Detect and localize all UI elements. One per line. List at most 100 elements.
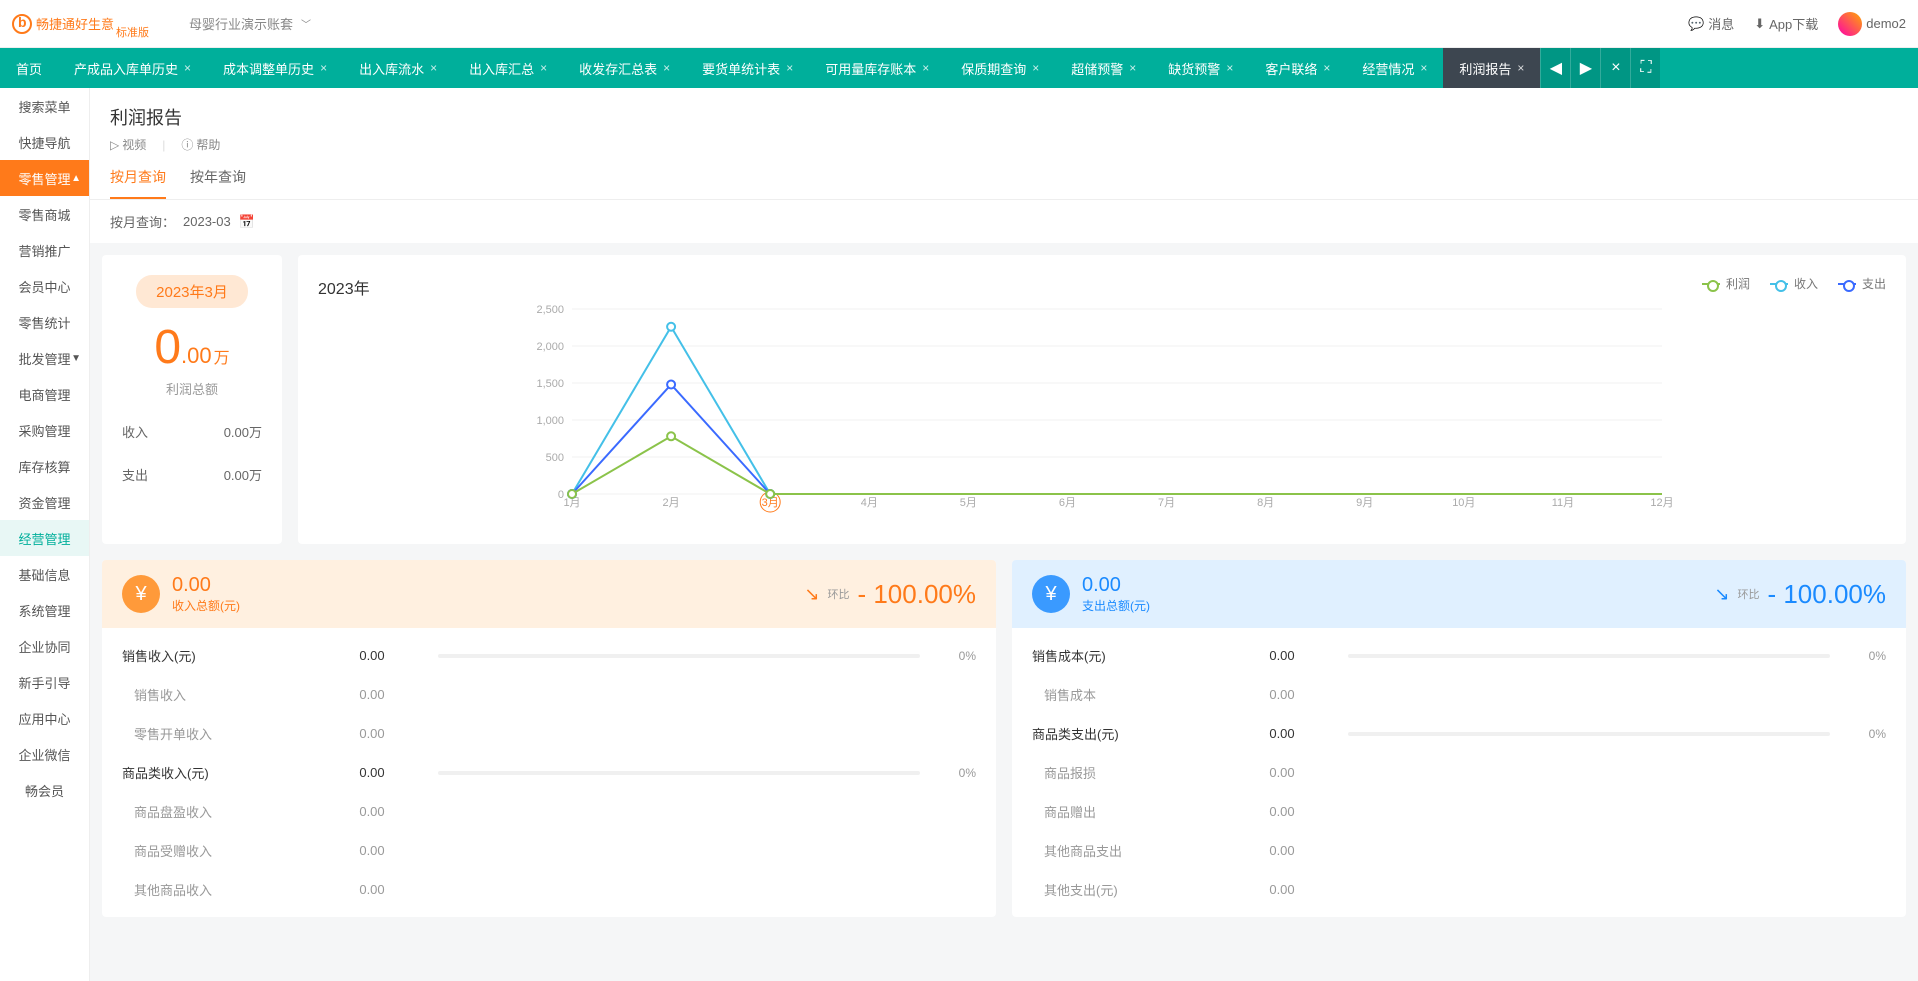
sidebar-item[interactable]: 新手引导 — [0, 664, 89, 700]
coins-minus-icon: ¥ — [1032, 575, 1070, 613]
tab-item[interactable]: 首页 — [0, 48, 58, 88]
close-icon[interactable]: × — [922, 61, 929, 75]
play-icon: ▷ — [110, 138, 119, 152]
sidebar-item[interactable]: 零售统计 — [0, 304, 89, 340]
table-row: 其他支出(元)0.00 — [1012, 870, 1906, 909]
sidebar-item[interactable]: 应用中心 — [0, 700, 89, 736]
sidebar-item[interactable]: 电商管理 — [0, 376, 89, 412]
tab-item[interactable]: 出入库汇总× — [453, 48, 563, 88]
messages-button[interactable]: 💬 消息 — [1688, 14, 1734, 33]
logo[interactable]: 畅捷通好生意 标准版 — [12, 8, 149, 40]
main-content: 利润报告 ▷视频 | ⓘ帮助 按月查询 按年查询 按月查询： 2023-03 📅… — [90, 88, 1918, 981]
sidebar-item[interactable]: 企业微信 — [0, 736, 89, 772]
close-icon[interactable]: × — [320, 61, 327, 75]
table-row: 销售成本0.00 — [1012, 675, 1906, 714]
svg-text:7月: 7月 — [1158, 497, 1175, 509]
sidebar-item[interactable]: 资金管理 — [0, 484, 89, 520]
sidebar-item[interactable]: 企业协同 — [0, 628, 89, 664]
tab-control[interactable]: × — [1600, 48, 1630, 88]
table-row: 其他商品支出0.00 — [1012, 831, 1906, 870]
tab-item[interactable]: 利润报告× — [1443, 48, 1540, 88]
sidebar-item[interactable]: 系统管理 — [0, 592, 89, 628]
tab-control[interactable]: ⛶ — [1630, 48, 1660, 88]
logo-sub: 标准版 — [116, 24, 149, 40]
close-icon[interactable]: × — [1517, 61, 1524, 75]
tab-item[interactable]: 要货单统计表× — [686, 48, 809, 88]
chevron-down-icon: ﹀ — [301, 16, 311, 31]
svg-text:8月: 8月 — [1257, 497, 1274, 509]
close-icon[interactable]: × — [430, 61, 437, 75]
table-row: 商品赠出0.00 — [1012, 792, 1906, 831]
avatar — [1838, 12, 1862, 36]
sidebar-item[interactable]: 营销推广 — [0, 232, 89, 268]
close-icon[interactable]: × — [184, 61, 191, 75]
tab-item[interactable]: 保质期查询× — [945, 48, 1055, 88]
legend-profit[interactable]: 利润 — [1702, 275, 1750, 292]
tab-control[interactable]: ▶ — [1570, 48, 1600, 88]
sidebar-item[interactable]: 库存核算 — [0, 448, 89, 484]
tab-item[interactable]: 收发存汇总表× — [563, 48, 686, 88]
tab-year-query[interactable]: 按年查询 — [190, 167, 246, 199]
sidebar-item[interactable]: 快捷导航 — [0, 124, 89, 160]
progress-bar — [438, 654, 920, 658]
calendar-icon[interactable]: 📅 — [239, 214, 255, 230]
filter-value[interactable]: 2023-03 — [183, 214, 231, 229]
tab-item[interactable]: 产成品入库单历史× — [58, 48, 207, 88]
tab-item[interactable]: 缺货预警× — [1152, 48, 1249, 88]
legend-expense[interactable]: 支出 — [1838, 275, 1886, 292]
progress-bar — [1348, 654, 1830, 658]
svg-text:2,500: 2,500 — [536, 304, 564, 316]
close-icon[interactable]: × — [1323, 61, 1330, 75]
tab-month-query[interactable]: 按月查询 — [110, 167, 166, 199]
table-row: 其他商品收入0.00 — [102, 870, 996, 909]
sidebar-item[interactable]: 零售管理▲ — [0, 160, 89, 196]
svg-text:9月: 9月 — [1356, 497, 1373, 509]
tabs-bar: 首页产成品入库单历史×成本调整单历史×出入库流水×出入库汇总×收发存汇总表×要货… — [0, 48, 1918, 88]
close-icon[interactable]: × — [1226, 61, 1233, 75]
svg-text:11月: 11月 — [1552, 497, 1574, 509]
table-row: 商品盘盈收入0.00 — [102, 792, 996, 831]
tab-item[interactable]: 出入库流水× — [343, 48, 453, 88]
income-pct: - 100.00% — [857, 579, 976, 610]
tab-item[interactable]: 成本调整单历史× — [207, 48, 343, 88]
app-download-button[interactable]: ⬇ App下载 — [1754, 14, 1818, 33]
account-name: 母婴行业演示账套 — [189, 14, 293, 33]
table-row: 商品类收入(元)0.000% — [102, 753, 996, 792]
close-icon[interactable]: × — [1420, 61, 1427, 75]
tab-item[interactable]: 客户联络× — [1249, 48, 1346, 88]
expense-value: 0.00万 — [224, 465, 262, 484]
help-icon: ⓘ — [181, 136, 193, 153]
close-icon[interactable]: × — [540, 61, 547, 75]
tab-item[interactable]: 经营情况× — [1346, 48, 1443, 88]
sidebar-item[interactable]: 搜索菜单 — [0, 88, 89, 124]
line-chart[interactable]: 2,5002,0001,5001,00050001月2月3月4月5月6月7月8月… — [318, 299, 1886, 519]
trend-down-icon: ↘ — [1714, 584, 1729, 605]
sidebar-item[interactable]: 会员中心 — [0, 268, 89, 304]
tab-item[interactable]: 可用量库存账本× — [809, 48, 945, 88]
close-icon[interactable]: × — [786, 61, 793, 75]
income-amount: 0.00 — [172, 574, 240, 597]
tab-item[interactable]: 超储预警× — [1055, 48, 1152, 88]
sidebar-item[interactable]: 零售商城 — [0, 196, 89, 232]
sidebar-item[interactable]: 畅会员 — [0, 772, 89, 808]
close-icon[interactable]: × — [1032, 61, 1039, 75]
svg-text:1,000: 1,000 — [536, 415, 564, 427]
income-amount-label: 收入总额(元) — [172, 597, 240, 614]
tab-control[interactable]: ◀ — [1540, 48, 1570, 88]
user-menu[interactable]: demo2 — [1838, 12, 1906, 36]
close-icon[interactable]: × — [663, 61, 670, 75]
legend-income[interactable]: 收入 — [1770, 275, 1818, 292]
expense-label: 支出 — [122, 465, 148, 484]
period-pill: 2023年3月 — [136, 275, 248, 308]
chart-legend: 利润 收入 支出 — [1702, 275, 1886, 292]
account-select[interactable]: 母婴行业演示账套 ﹀ — [189, 14, 311, 33]
table-row: 零售开单收入0.00 — [102, 714, 996, 753]
sidebar-item[interactable]: 采购管理 — [0, 412, 89, 448]
video-link[interactable]: ▷视频 — [110, 136, 146, 153]
svg-text:6月: 6月 — [1059, 497, 1076, 509]
close-icon[interactable]: × — [1129, 61, 1136, 75]
sidebar-item[interactable]: 批发管理▼ — [0, 340, 89, 376]
sidebar-item[interactable]: 经营管理 — [0, 520, 89, 556]
help-link[interactable]: ⓘ帮助 — [181, 136, 220, 153]
sidebar-item[interactable]: 基础信息 — [0, 556, 89, 592]
